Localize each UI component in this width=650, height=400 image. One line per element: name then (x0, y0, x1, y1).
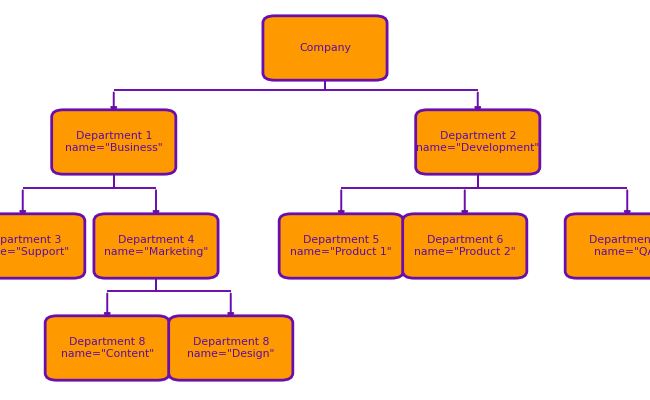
FancyBboxPatch shape (46, 316, 169, 380)
FancyBboxPatch shape (51, 110, 176, 174)
FancyBboxPatch shape (402, 214, 527, 278)
Text: Department 8: Department 8 (69, 337, 146, 347)
Text: Department 7: Department 7 (589, 235, 650, 245)
Text: Department 6: Department 6 (426, 235, 503, 245)
Text: Department 1: Department 1 (75, 131, 152, 141)
Text: Department 3: Department 3 (0, 235, 61, 245)
Text: name="Marketing": name="Marketing" (104, 246, 208, 257)
Text: Department 5: Department 5 (303, 235, 380, 245)
FancyBboxPatch shape (565, 214, 650, 278)
FancyBboxPatch shape (0, 214, 84, 278)
Text: name="Product 2": name="Product 2" (414, 246, 515, 257)
FancyBboxPatch shape (168, 316, 292, 380)
FancyBboxPatch shape (280, 214, 403, 278)
FancyBboxPatch shape (263, 16, 387, 80)
Text: name="Content": name="Content" (60, 348, 154, 358)
FancyBboxPatch shape (94, 214, 218, 278)
Text: name="Development": name="Development" (416, 143, 540, 152)
Text: Department 2: Department 2 (439, 131, 516, 141)
Text: name="Support": name="Support" (0, 246, 70, 257)
Text: name="Product 1": name="Product 1" (291, 246, 392, 257)
Text: Department 8: Department 8 (192, 337, 269, 347)
Text: name="Business": name="Business" (65, 143, 162, 152)
FancyBboxPatch shape (416, 110, 540, 174)
Text: Company: Company (299, 43, 351, 53)
Text: name="QA": name="QA" (594, 246, 650, 257)
Text: name="Design": name="Design" (187, 348, 274, 358)
Text: Department 4: Department 4 (118, 235, 194, 245)
